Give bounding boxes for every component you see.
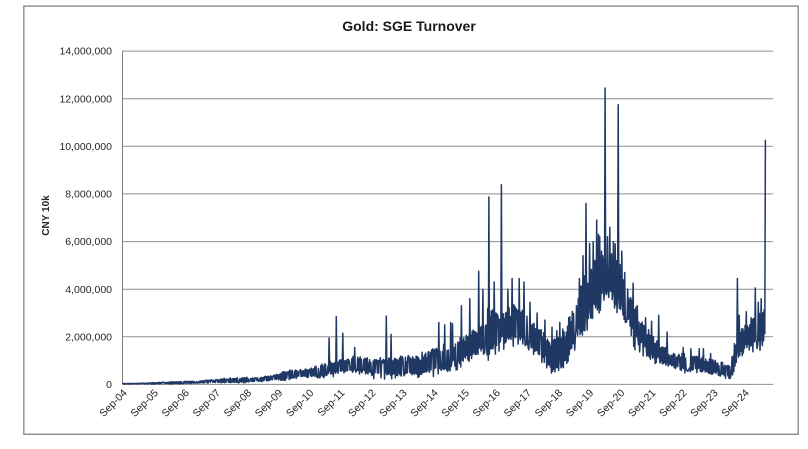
svg-text:14,000,000: 14,000,000 xyxy=(59,46,112,58)
svg-text:6,000,000: 6,000,000 xyxy=(65,236,112,248)
svg-text:8,000,000: 8,000,000 xyxy=(65,189,112,201)
svg-text:12,000,000: 12,000,000 xyxy=(59,93,112,105)
svg-text:10,000,000: 10,000,000 xyxy=(59,141,112,153)
svg-text:CNY 10k: CNY 10k xyxy=(41,195,52,236)
svg-text:4,000,000: 4,000,000 xyxy=(65,284,112,296)
svg-text:0: 0 xyxy=(106,379,112,391)
svg-text:2,000,000: 2,000,000 xyxy=(65,331,112,343)
svg-text:Gold: SGE Turnover: Gold: SGE Turnover xyxy=(342,18,476,34)
